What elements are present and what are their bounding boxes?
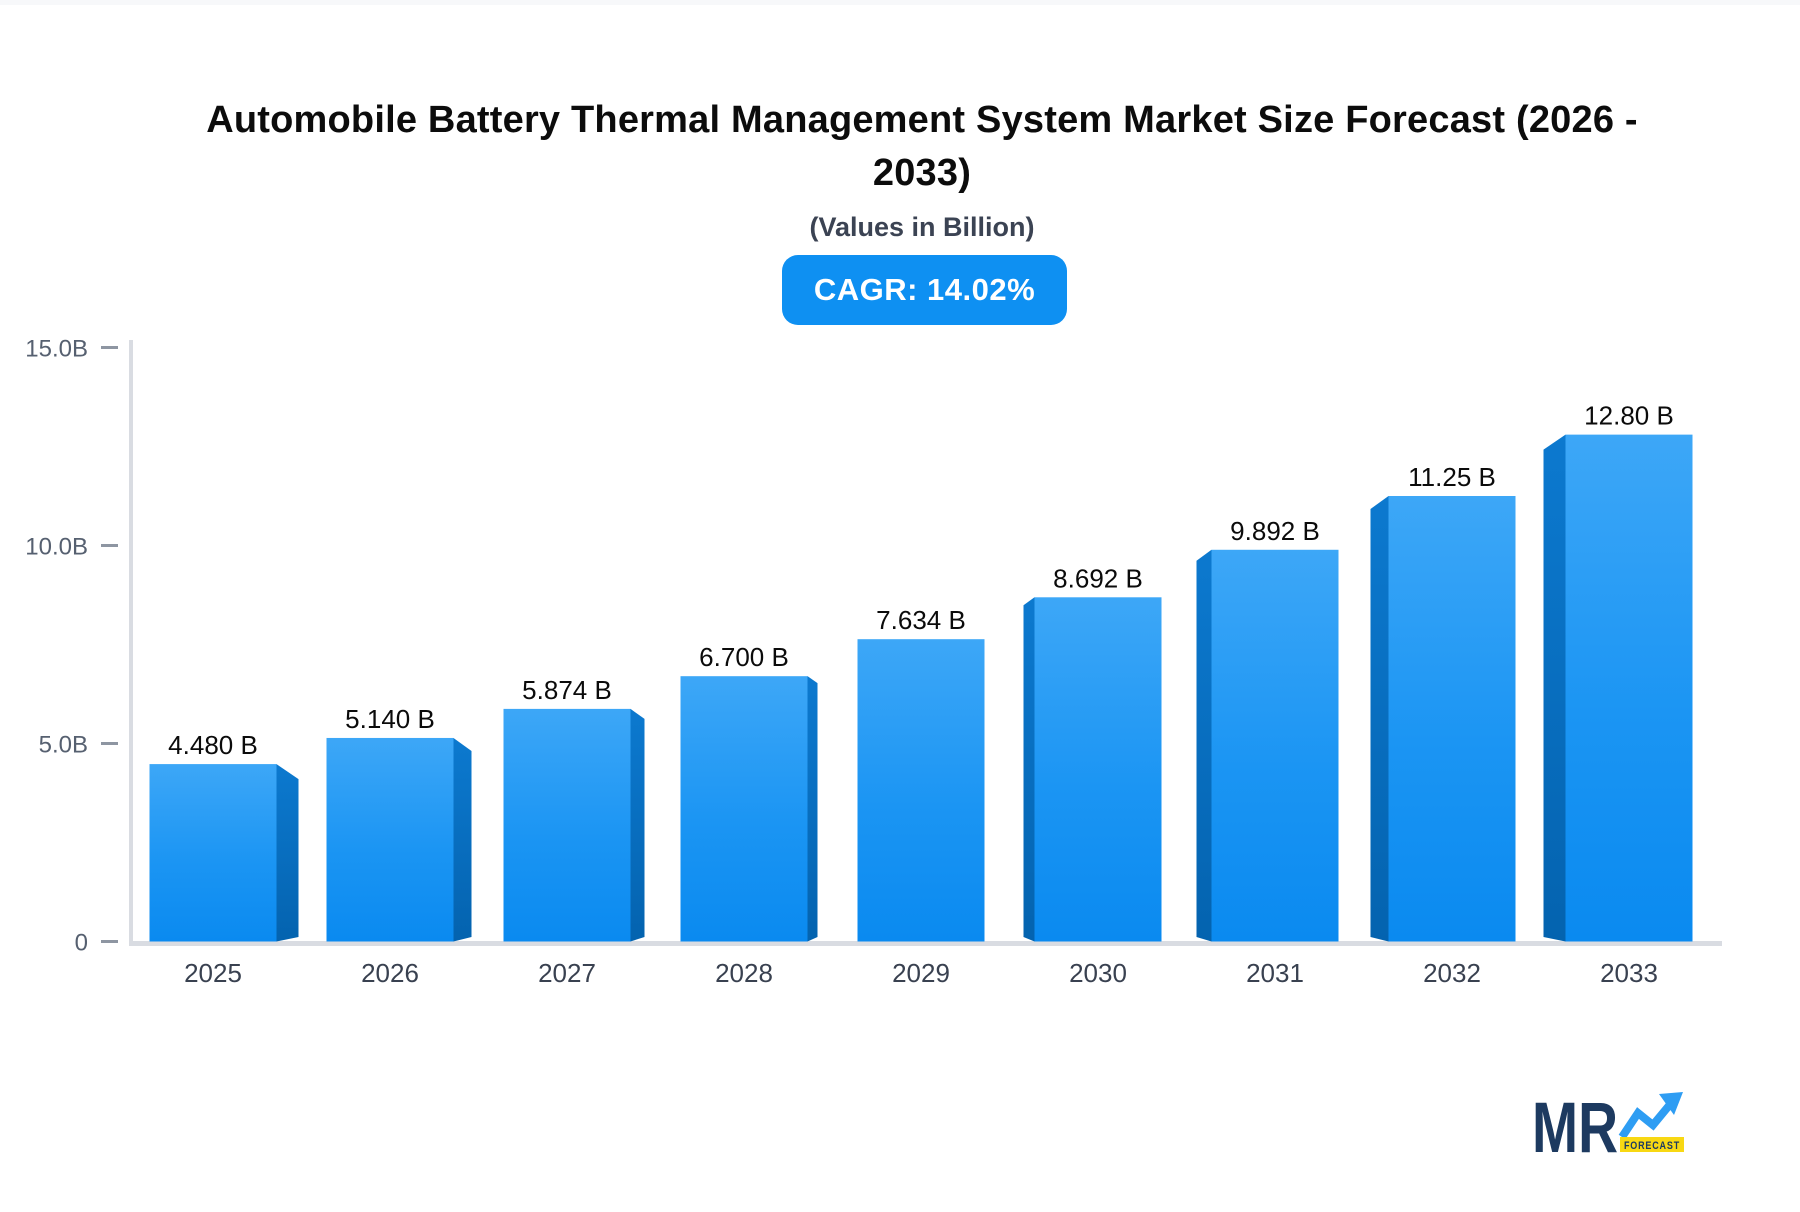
bar-side-face bbox=[453, 737, 472, 942]
x-tick-label: 2031 bbox=[1246, 958, 1304, 988]
bar-value-label: 9.892 B bbox=[1230, 516, 1320, 546]
bar-value-label: 6.700 B bbox=[699, 642, 789, 672]
bar-value-label: 8.692 B bbox=[1053, 563, 1143, 593]
x-tick-label: 2032 bbox=[1423, 958, 1481, 988]
x-tick-label: 2029 bbox=[892, 958, 950, 988]
page-title-line-2: 2033) bbox=[872, 152, 972, 194]
mr-forecast-logo: MR FORECAST bbox=[1532, 1089, 1684, 1168]
bar-side-face bbox=[1196, 549, 1212, 942]
bar-value-label: 4.480 B bbox=[168, 730, 258, 760]
bar-front-face bbox=[1388, 496, 1516, 942]
logo-growth-arrow-icon bbox=[1618, 1099, 1676, 1140]
x-tick-label: 2026 bbox=[361, 958, 419, 988]
x-tick-label: 2028 bbox=[715, 958, 773, 988]
bar-side-face bbox=[630, 708, 645, 942]
x-tick-label: 2030 bbox=[1069, 958, 1127, 988]
logo-forecast-text: FORECAST bbox=[1624, 1140, 1680, 1152]
page-title-line-1: Automobile Battery Thermal Management Sy… bbox=[206, 99, 1638, 141]
logo-arrowhead-icon bbox=[1659, 1092, 1683, 1115]
bar-value-label: 5.140 B bbox=[345, 704, 435, 734]
y-tick-label: 0 bbox=[75, 930, 88, 957]
bar-side-face bbox=[807, 676, 818, 942]
bar-front-face bbox=[503, 708, 631, 942]
bar-value-label: 5.874 B bbox=[522, 675, 612, 705]
bar-side-face bbox=[1370, 496, 1389, 942]
top-edge-strip bbox=[0, 0, 1800, 5]
chart-subtitle: (Values in Billion) bbox=[809, 212, 1035, 242]
bar-side-face bbox=[1023, 597, 1035, 942]
x-tick-label: 2027 bbox=[538, 958, 596, 988]
bar-value-label: 11.25 B bbox=[1408, 462, 1496, 492]
chart-header: Automobile Battery Thermal Management Sy… bbox=[0, 0, 1800, 243]
page-title: Automobile Battery Thermal Management Sy… bbox=[44, 94, 1800, 200]
bar-front-face bbox=[857, 639, 985, 942]
logo-forecast-box bbox=[1620, 1137, 1684, 1152]
x-tick-label: 2033 bbox=[1600, 958, 1658, 988]
logo-mr-text: MR bbox=[1532, 1089, 1618, 1168]
bar-front-face bbox=[326, 737, 454, 942]
cagr-badge: CAGR: 14.02% bbox=[782, 255, 1067, 325]
bar-front-face bbox=[1034, 597, 1162, 942]
bar-side-face bbox=[276, 764, 299, 942]
x-tick-label: 2025 bbox=[184, 958, 242, 988]
y-tick-label: 10.0B bbox=[25, 534, 88, 561]
y-tick-label: 15.0B bbox=[25, 336, 88, 363]
bar-front-face bbox=[149, 764, 277, 942]
bar-value-label: 7.634 B bbox=[876, 605, 966, 635]
y-tick-label: 5.0B bbox=[39, 732, 88, 759]
bar-side-face bbox=[1543, 434, 1566, 942]
bar-front-face bbox=[1565, 434, 1693, 942]
bar-front-face bbox=[1211, 549, 1339, 942]
bar-value-label: 12.80 B bbox=[1584, 401, 1674, 431]
bar-front-face bbox=[680, 676, 808, 942]
